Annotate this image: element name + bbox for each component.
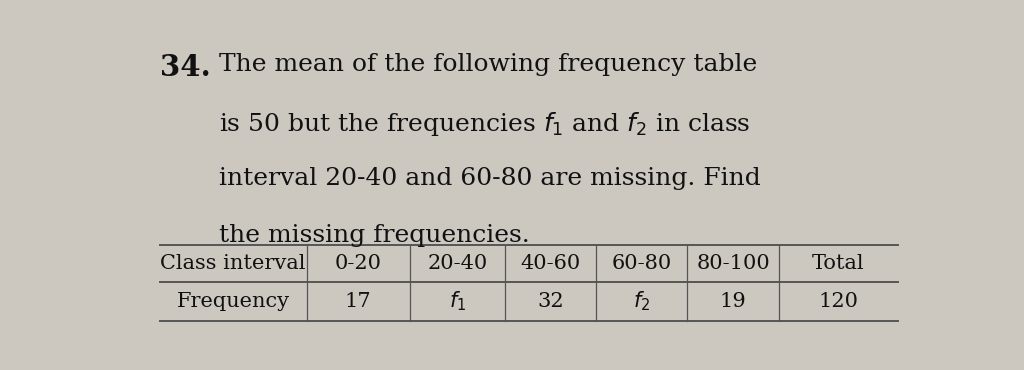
Text: 40-60: 40-60: [520, 254, 581, 273]
Text: Frequency: Frequency: [176, 292, 290, 311]
Text: 0-20: 0-20: [335, 254, 382, 273]
Text: 32: 32: [538, 292, 564, 311]
Text: 120: 120: [818, 292, 858, 311]
Text: 60-80: 60-80: [611, 254, 672, 273]
Text: $f_2$: $f_2$: [633, 290, 650, 313]
Text: 34.: 34.: [160, 53, 211, 82]
Text: is 50 but the frequencies $f_1$ and $f_2$ in class: is 50 but the frequencies $f_1$ and $f_2…: [219, 110, 751, 138]
Text: Class interval: Class interval: [161, 254, 306, 273]
Text: 19: 19: [720, 292, 746, 311]
Text: Total: Total: [812, 254, 864, 273]
Text: 17: 17: [345, 292, 372, 311]
Text: 80-100: 80-100: [696, 254, 770, 273]
Text: $f_1$: $f_1$: [449, 290, 466, 313]
Text: interval 20-40 and 60-80 are missing. Find: interval 20-40 and 60-80 are missing. Fi…: [219, 167, 761, 190]
Text: 20-40: 20-40: [427, 254, 487, 273]
Text: the missing frequencies.: the missing frequencies.: [219, 224, 530, 247]
Text: The mean of the following frequency table: The mean of the following frequency tabl…: [219, 53, 758, 76]
